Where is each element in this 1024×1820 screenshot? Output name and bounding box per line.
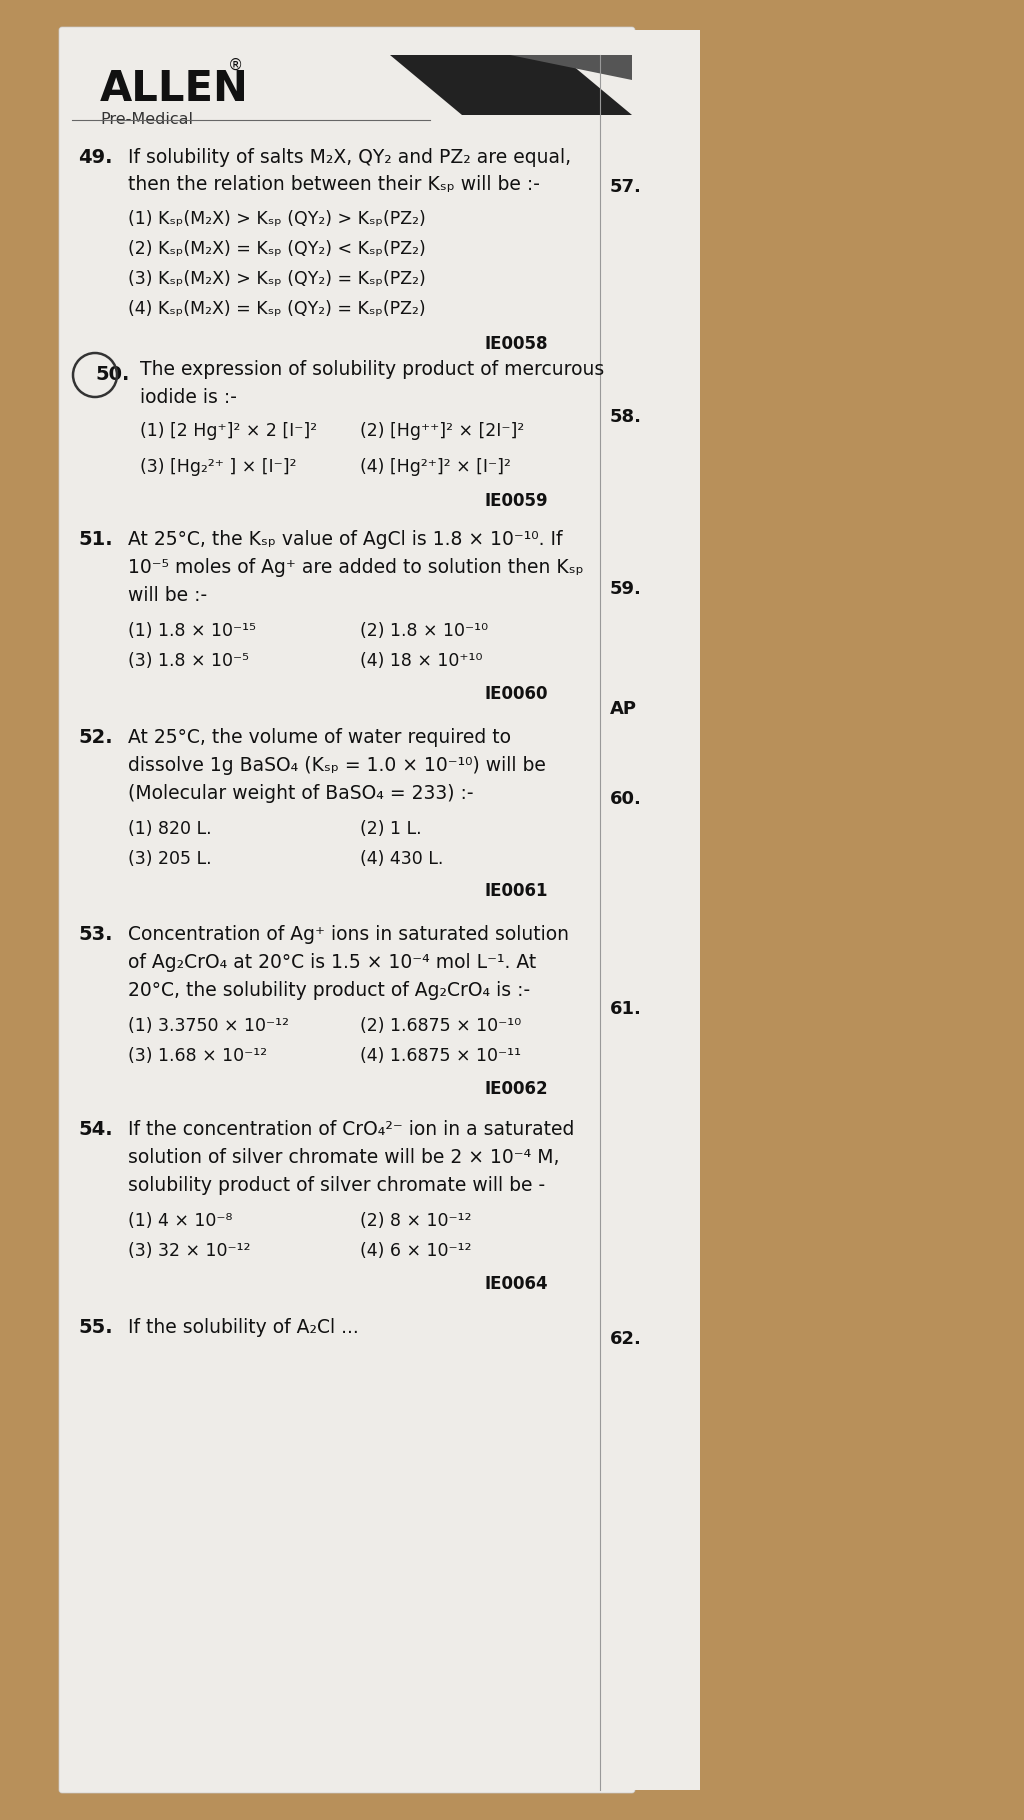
Text: (4) 430 L.: (4) 430 L. [360,850,443,868]
Polygon shape [390,55,632,115]
FancyBboxPatch shape [600,29,700,1791]
Text: solution of silver chromate will be 2 × 10⁻⁴ M,: solution of silver chromate will be 2 × … [128,1148,559,1167]
Text: If the concentration of CrO₄²⁻ ion in a saturated: If the concentration of CrO₄²⁻ ion in a … [128,1119,574,1139]
Text: then the relation between their Kₛₚ will be :-: then the relation between their Kₛₚ will… [128,175,540,195]
Text: 55.: 55. [78,1318,113,1338]
Text: (1) 820 L.: (1) 820 L. [128,821,212,837]
Text: AP: AP [610,701,637,719]
Text: (2) 1.6875 × 10⁻¹⁰: (2) 1.6875 × 10⁻¹⁰ [360,1017,521,1036]
Text: ®: ® [228,58,244,73]
Text: of Ag₂CrO₄ at 20°C is 1.5 × 10⁻⁴ mol L⁻¹. At: of Ag₂CrO₄ at 20°C is 1.5 × 10⁻⁴ mol L⁻¹… [128,954,537,972]
Text: will be :-: will be :- [128,586,207,604]
Text: iodide is :-: iodide is :- [140,388,237,408]
Text: (4) 18 × 10⁺¹⁰: (4) 18 × 10⁺¹⁰ [360,652,482,670]
Text: (3) 32 × 10⁻¹²: (3) 32 × 10⁻¹² [128,1241,251,1259]
Text: dissolve 1g BaSO₄ (Kₛₚ = 1.0 × 10⁻¹⁰) will be: dissolve 1g BaSO₄ (Kₛₚ = 1.0 × 10⁻¹⁰) wi… [128,755,546,775]
Text: 61.: 61. [610,999,642,1017]
Text: 53.: 53. [78,925,113,945]
Text: 62.: 62. [610,1330,642,1349]
Text: IE0064: IE0064 [484,1276,548,1292]
Text: The expression of solubility product of mercurous: The expression of solubility product of … [140,360,604,379]
Text: 10⁻⁵ moles of Ag⁺ are added to solution then Kₛₚ: 10⁻⁵ moles of Ag⁺ are added to solution … [128,559,584,577]
Text: Concentration of Ag⁺ ions in saturated solution: Concentration of Ag⁺ ions in saturated s… [128,925,569,945]
Text: If solubility of salts M₂X, QY₂ and PZ₂ are equal,: If solubility of salts M₂X, QY₂ and PZ₂ … [128,147,571,167]
Text: (4) [Hg²⁺]² × [I⁻]²: (4) [Hg²⁺]² × [I⁻]² [360,459,511,477]
Text: (3) 205 L.: (3) 205 L. [128,850,212,868]
Text: (3) [Hg₂²⁺ ] × [I⁻]²: (3) [Hg₂²⁺ ] × [I⁻]² [140,459,297,477]
Text: 59.: 59. [610,581,642,599]
Text: (4) 6 × 10⁻¹²: (4) 6 × 10⁻¹² [360,1241,471,1259]
Text: At 25°C, the volume of water required to: At 25°C, the volume of water required to [128,728,511,746]
Text: (2) [Hg⁺⁺]² × [2I⁻]²: (2) [Hg⁺⁺]² × [2I⁻]² [360,422,524,440]
Text: IE0059: IE0059 [484,491,548,510]
Text: (4) Kₛₚ(M₂X) = Kₛₚ (QY₂) = Kₛₚ(PZ₂): (4) Kₛₚ(M₂X) = Kₛₚ (QY₂) = Kₛₚ(PZ₂) [128,300,426,318]
Text: Pre-Medical: Pre-Medical [100,113,193,127]
Text: IE0062: IE0062 [484,1079,548,1097]
Text: 49.: 49. [78,147,113,167]
Text: (3) Kₛₚ(M₂X) > Kₛₚ (QY₂) = Kₛₚ(PZ₂): (3) Kₛₚ(M₂X) > Kₛₚ (QY₂) = Kₛₚ(PZ₂) [128,269,426,288]
FancyBboxPatch shape [59,27,635,1793]
Text: At 25°C, the Kₛₚ value of AgCl is 1.8 × 10⁻¹⁰. If: At 25°C, the Kₛₚ value of AgCl is 1.8 × … [128,530,562,550]
Text: 57.: 57. [610,178,642,197]
Text: 50.: 50. [95,366,129,384]
Text: (1) 4 × 10⁻⁸: (1) 4 × 10⁻⁸ [128,1212,232,1230]
Text: IE0060: IE0060 [484,684,548,703]
Text: (1) 1.8 × 10⁻¹⁵: (1) 1.8 × 10⁻¹⁵ [128,622,256,641]
Text: (1) Kₛₚ(M₂X) > Kₛₚ (QY₂) > Kₛₚ(PZ₂): (1) Kₛₚ(M₂X) > Kₛₚ (QY₂) > Kₛₚ(PZ₂) [128,209,426,228]
Text: (1) [2 Hg⁺]² × 2 [I⁻]²: (1) [2 Hg⁺]² × 2 [I⁻]² [140,422,317,440]
Text: 58.: 58. [610,408,642,426]
Text: If the solubility of A₂Cl ...: If the solubility of A₂Cl ... [128,1318,358,1338]
Text: 54.: 54. [78,1119,113,1139]
Text: (3) 1.8 × 10⁻⁵: (3) 1.8 × 10⁻⁵ [128,652,249,670]
Text: (3) 1.68 × 10⁻¹²: (3) 1.68 × 10⁻¹² [128,1046,267,1065]
Text: (2) 8 × 10⁻¹²: (2) 8 × 10⁻¹² [360,1212,471,1230]
Text: (Molecular weight of BaSO₄ = 233) :-: (Molecular weight of BaSO₄ = 233) :- [128,784,473,803]
Text: 51.: 51. [78,530,113,550]
Text: IE0061: IE0061 [484,883,548,901]
Text: (2) 1.8 × 10⁻¹⁰: (2) 1.8 × 10⁻¹⁰ [360,622,488,641]
Text: solubility product of silver chromate will be -: solubility product of silver chromate wi… [128,1176,545,1196]
Text: (2) Kₛₚ(M₂X) = Kₛₚ (QY₂) < Kₛₚ(PZ₂): (2) Kₛₚ(M₂X) = Kₛₚ (QY₂) < Kₛₚ(PZ₂) [128,240,426,258]
Text: (2) 1 L.: (2) 1 L. [360,821,422,837]
Polygon shape [510,55,632,80]
Text: ALLEN: ALLEN [100,67,249,109]
Text: IE0058: IE0058 [484,335,548,353]
Text: (1) 3.3750 × 10⁻¹²: (1) 3.3750 × 10⁻¹² [128,1017,289,1036]
Text: 20°C, the solubility product of Ag₂CrO₄ is :-: 20°C, the solubility product of Ag₂CrO₄ … [128,981,530,999]
Text: 52.: 52. [78,728,113,746]
Text: (4) 1.6875 × 10⁻¹¹: (4) 1.6875 × 10⁻¹¹ [360,1046,521,1065]
Text: 60.: 60. [610,790,642,808]
